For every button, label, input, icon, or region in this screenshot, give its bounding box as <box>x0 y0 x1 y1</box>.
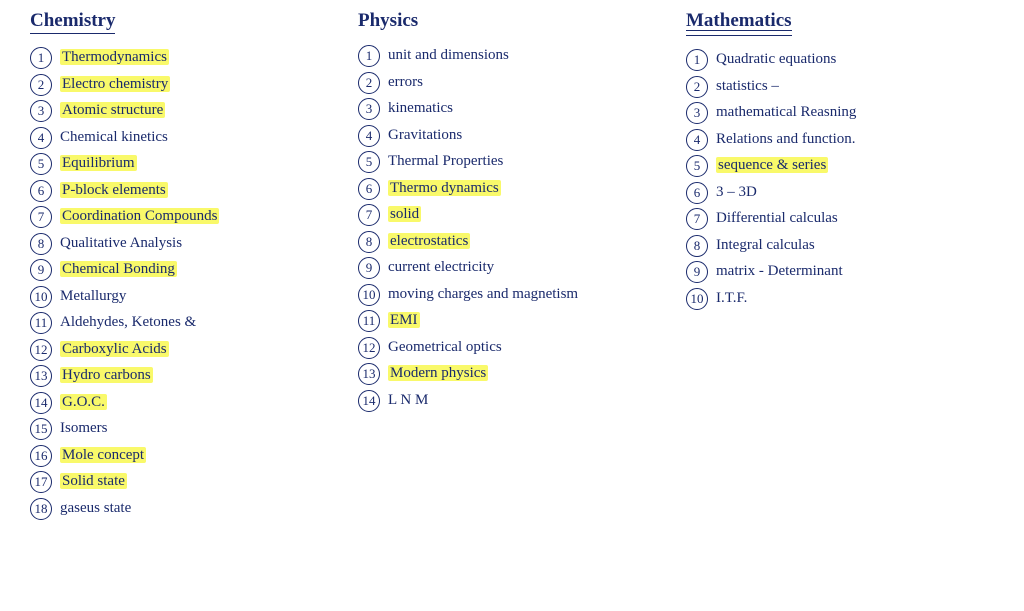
item-text: Isomers <box>60 420 108 436</box>
list-item: Aldehydes, Ketones & <box>30 311 338 334</box>
item-text: Gravitations <box>388 127 462 143</box>
mathematics-heading: Mathematics <box>686 10 792 36</box>
item-text: Quadratic equations <box>716 51 836 67</box>
list-item: moving charges and magnetism <box>358 283 666 306</box>
list-item: L N M <box>358 389 666 412</box>
list-item: solid <box>358 203 666 226</box>
list-item: Integral calculas <box>686 234 994 257</box>
list-item: gaseus state <box>30 497 338 520</box>
item-text: Thermal Properties <box>388 153 503 169</box>
item-text: Thermo dynamics <box>388 180 501 196</box>
item-text: Metallurgy <box>60 288 126 304</box>
list-item: EMI <box>358 309 666 332</box>
item-text: errors <box>388 74 423 90</box>
item-text: Geometrical optics <box>388 339 502 355</box>
item-text: Equilibrium <box>60 155 137 171</box>
list-item: Mole concept <box>30 444 338 467</box>
list-item: Modern physics <box>358 362 666 385</box>
item-text: Electro chemistry <box>60 76 170 92</box>
list-item: Hydro carbons <box>30 364 338 387</box>
item-text: Hydro carbons <box>60 367 153 383</box>
list-item: electrostatics <box>358 230 666 253</box>
item-text: Mole concept <box>60 447 146 463</box>
item-text: sequence & series <box>716 157 828 173</box>
item-text: Qualitative Analysis <box>60 235 182 251</box>
list-item: Electro chemistry <box>30 73 338 96</box>
list-item: Thermal Properties <box>358 150 666 173</box>
list-item: P-block elements <box>30 179 338 202</box>
item-text: Integral calculas <box>716 237 815 253</box>
item-text: L N M <box>388 392 428 408</box>
list-item: Chemical Bonding <box>30 258 338 281</box>
chemistry-column: Chemistry Thermodynamics Electro chemist… <box>20 10 348 601</box>
item-text: 3 – 3D <box>716 184 757 200</box>
list-item: errors <box>358 71 666 94</box>
item-text: moving charges and magnetism <box>388 286 578 302</box>
list-item: mathematical Reasning <box>686 101 994 124</box>
item-text: gaseus state <box>60 500 131 516</box>
item-text: Atomic structure <box>60 102 165 118</box>
item-text: Solid state <box>60 473 127 489</box>
list-item: statistics – <box>686 75 994 98</box>
item-text: current electricity <box>388 259 494 275</box>
item-text: P-block elements <box>60 182 168 198</box>
item-text: Carboxylic Acids <box>60 341 169 357</box>
list-item: Thermodynamics <box>30 46 338 69</box>
list-item: Quadratic equations <box>686 48 994 71</box>
list-item: kinematics <box>358 97 666 120</box>
item-text: statistics – <box>716 78 779 94</box>
list-item: Coordination Compounds <box>30 205 338 228</box>
item-text: electrostatics <box>388 233 470 249</box>
item-text: Modern physics <box>388 365 488 381</box>
item-text: mathematical Reasning <box>716 104 856 120</box>
list-item: Atomic structure <box>30 99 338 122</box>
list-item: unit and dimensions <box>358 44 666 67</box>
item-text: matrix - Determinant <box>716 263 843 279</box>
item-text: Coordination Compounds <box>60 208 219 224</box>
item-text: G.O.C. <box>60 394 107 410</box>
chemistry-list: Thermodynamics Electro chemistry Atomic … <box>30 46 338 519</box>
list-item: G.O.C. <box>30 391 338 414</box>
list-item: matrix - Determinant <box>686 260 994 283</box>
physics-column: Physics unit and dimensions errors kinem… <box>348 10 676 601</box>
mathematics-column: Mathematics Quadratic equations statisti… <box>676 10 1004 601</box>
list-item: Qualitative Analysis <box>30 232 338 255</box>
item-text: unit and dimensions <box>388 47 509 63</box>
chemistry-heading: Chemistry <box>30 10 115 34</box>
list-item: Geometrical optics <box>358 336 666 359</box>
list-item: Solid state <box>30 470 338 493</box>
item-text: EMI <box>388 312 420 328</box>
list-item: current electricity <box>358 256 666 279</box>
list-item: Chemical kinetics <box>30 126 338 149</box>
item-text: Thermodynamics <box>60 49 169 65</box>
list-item: I.T.F. <box>686 287 994 310</box>
list-item: Carboxylic Acids <box>30 338 338 361</box>
item-text: kinematics <box>388 100 453 116</box>
list-item: Equilibrium <box>30 152 338 175</box>
item-text: Aldehydes, Ketones & <box>60 314 196 330</box>
item-text: Relations and function. <box>716 131 856 147</box>
list-item: 3 – 3D <box>686 181 994 204</box>
item-text: Differential calculas <box>716 210 838 226</box>
list-item: Gravitations <box>358 124 666 147</box>
list-item: sequence & series <box>686 154 994 177</box>
item-text: I.T.F. <box>716 290 747 306</box>
mathematics-list: Quadratic equations statistics – mathema… <box>686 48 994 309</box>
list-item: Differential calculas <box>686 207 994 230</box>
list-item: Isomers <box>30 417 338 440</box>
physics-list: unit and dimensions errors kinematics Gr… <box>358 44 666 411</box>
item-text: solid <box>388 206 421 222</box>
list-item: Relations and function. <box>686 128 994 151</box>
item-text: Chemical kinetics <box>60 129 168 145</box>
page: Chemistry Thermodynamics Electro chemist… <box>0 0 1024 611</box>
item-text: Chemical Bonding <box>60 261 177 277</box>
list-item: Metallurgy <box>30 285 338 308</box>
list-item: Thermo dynamics <box>358 177 666 200</box>
physics-heading: Physics <box>358 10 418 32</box>
